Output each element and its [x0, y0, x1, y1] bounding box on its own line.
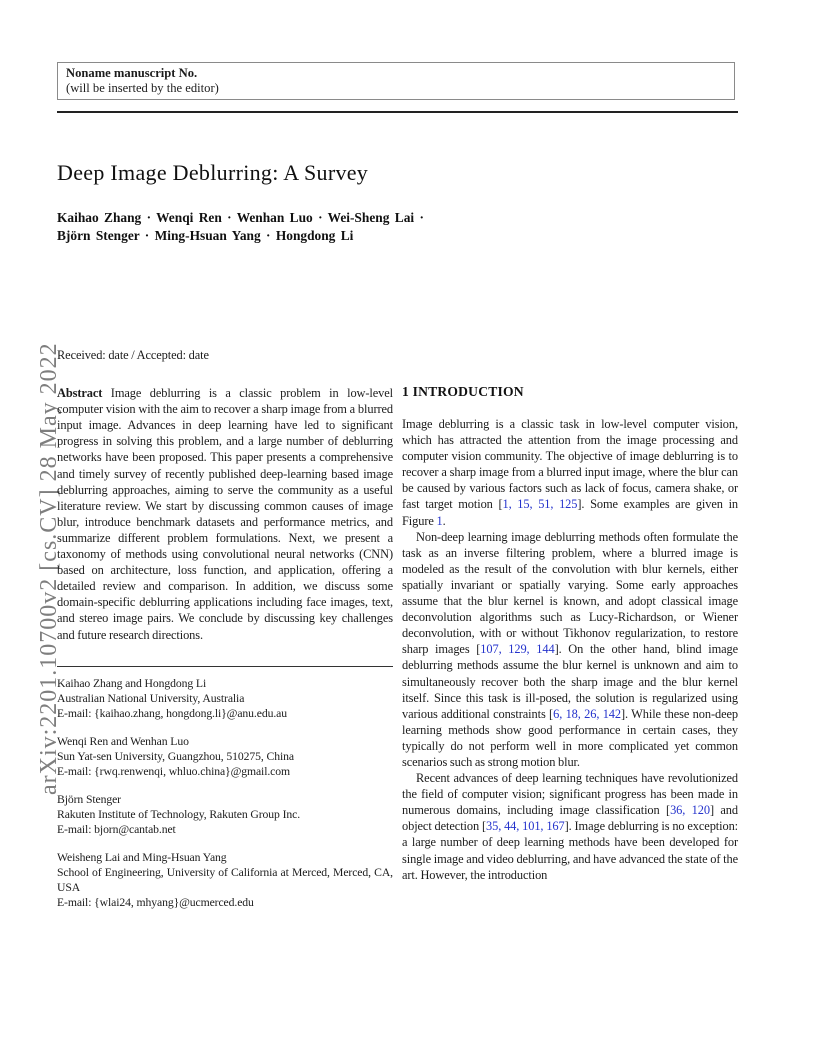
author-list: Kaihao Zhang · Wenqi Ren · Wenhan Luo · …	[57, 209, 424, 244]
citation-link[interactable]: 107, 129, 144	[480, 642, 555, 657]
text-run: ]. On the other hand, blind image deblur…	[402, 642, 738, 721]
paper-title: Deep Image Deblurring: A Survey	[57, 160, 369, 185]
right-column: 1 INTRODUCTION Image deblurring is a cla…	[402, 347, 738, 923]
citation-link[interactable]: 36, 120	[670, 803, 710, 818]
citation-link[interactable]: 1, 15, 51, 125	[502, 497, 578, 512]
text-run: ]. Some examples are given in Figure	[402, 497, 739, 528]
two-column-body: Received: date / Accepted: date Abstract…	[57, 347, 738, 923]
citation-link[interactable]: 35, 44, 101, 167	[486, 819, 565, 834]
text-run: Image deblurring is a classic problem in…	[57, 386, 393, 642]
affiliation-line: E-mail: {kaihao.zhang, hongdong.li}@anu.…	[57, 706, 287, 720]
affiliation-line: Australian National University, Australi…	[57, 691, 245, 705]
affiliation-line: Wenqi Ren and Wenhan Luo	[57, 734, 189, 748]
affiliation-line: Kaihao Zhang and Hongdong Li	[57, 676, 207, 690]
affiliation-line: Rakuten Institute of Technology, Rakuten…	[57, 807, 301, 821]
affiliation-line: E-mail: {wlai24, mhyang}@ucmerced.edu	[57, 895, 254, 909]
text-line: Kaihao Zhang · Wenqi Ren · Wenhan Luo · …	[57, 210, 424, 225]
paragraph: Abstract Image deblurring is a classic p…	[57, 385, 393, 643]
affiliations-footnote: Kaihao Zhang and Hongdong Li Australian N…	[57, 665, 393, 910]
paragraph: Recent advances of deep learning techniq…	[402, 770, 738, 883]
text-run: ]. Image deblurring is no exception: a l…	[402, 819, 739, 882]
top-rule	[57, 111, 738, 113]
manuscript-editor-line: (will be inserted by the editor)	[66, 80, 219, 95]
text-run: Recent advances of deep learning techniq…	[402, 771, 738, 818]
paragraph: Non-deep learning image deblurring metho…	[402, 529, 738, 770]
text-run: .	[442, 513, 446, 528]
abstract: Abstract Image deblurring is a classic p…	[57, 385, 393, 643]
text-run: ]. While these non-deep learning methods…	[402, 706, 738, 769]
left-column: Received: date / Accepted: date Abstract…	[57, 347, 393, 923]
affiliation-line: E-mail: {rwq.renwenqi, whluo.china}@gmai…	[57, 764, 290, 778]
citation-link[interactable]: 1	[436, 513, 443, 528]
introduction-paragraphs: Image deblurring is a classic task in lo…	[402, 416, 738, 883]
text-line: Björn Stenger · Ming-Hsuan Yang · Hongdo…	[57, 227, 354, 243]
bold-run: Abstract	[57, 386, 103, 401]
affiliation-line: Weisheng Lai and Ming-Hsuan Yang	[57, 850, 227, 864]
affiliation-line: Björn Stenger	[57, 792, 121, 806]
citation-link[interactable]: 6, 18, 26, 142	[553, 706, 621, 721]
section-1-heading: 1 INTRODUCTION	[402, 384, 524, 399]
manuscript-header-box: Noname manuscript No. (will be inserted …	[57, 62, 735, 100]
affiliation-block: Weisheng Lai and Ming-Hsuan Yang School o…	[57, 850, 393, 910]
affiliation-line: E-mail: bjorn@cantab.net	[57, 822, 176, 836]
affiliation-block: Björn Stenger Rakuten Institute of Techno…	[57, 792, 393, 837]
affiliation-block: Kaihao Zhang and Hongdong Li Australian N…	[57, 676, 393, 721]
paragraph: Image deblurring is a classic task in lo…	[402, 416, 738, 529]
manuscript-no-line: Noname manuscript No.	[66, 66, 198, 80]
text-run: Non-deep learning image deblurring metho…	[402, 529, 738, 657]
affiliation-line: School of Engineering, University of Cal…	[57, 865, 393, 894]
affiliation-line: Sun Yat-sen University, Guangzhou, 51027…	[57, 749, 294, 763]
affiliation-block: Wenqi Ren and Wenhan Luo Sun Yat-sen Univ…	[57, 734, 393, 779]
text-run: ] and object detection [	[402, 803, 738, 834]
received-line: Received: date / Accepted: date	[57, 348, 209, 362]
text-run: Image deblurring is a classic task in lo…	[402, 417, 738, 512]
